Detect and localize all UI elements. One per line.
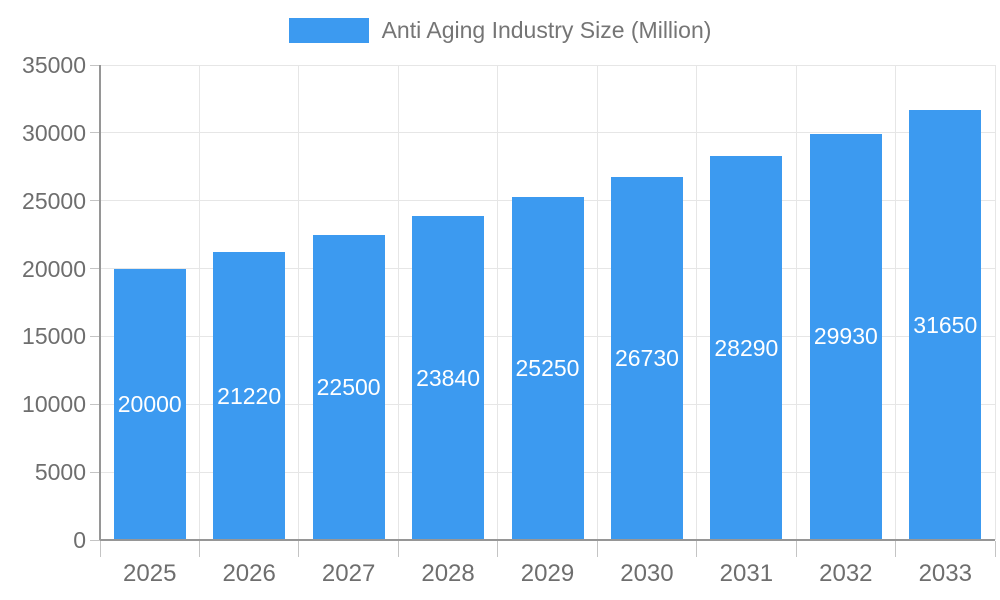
bar-value-label: 29930 — [813, 323, 878, 350]
bar[interactable]: 31650 — [909, 110, 982, 540]
y-axis-tick — [90, 64, 100, 66]
gridline-horizontal — [100, 64, 995, 66]
bar[interactable]: 29930 — [809, 133, 882, 540]
y-tick-label: 30000 — [22, 119, 86, 146]
x-tick-label: 2027 — [321, 560, 376, 587]
bar-value-label: 31650 — [913, 311, 978, 338]
plot-area: 20000 21220 22500 23840 25250 26730 28290 29930… — [90, 64, 996, 557]
x-tick-label: 2031 — [719, 560, 774, 587]
x-axis-tick — [795, 541, 797, 557]
y-tick-label: 10000 — [22, 391, 86, 418]
gridline-vertical — [298, 65, 300, 540]
x-tick-label: 2030 — [620, 560, 674, 587]
gridline-vertical — [895, 65, 897, 540]
gridline-vertical — [397, 65, 399, 540]
y-tick-label: 5000 — [34, 459, 86, 486]
x-tick-label: 2033 — [918, 560, 972, 587]
x-axis-tick — [596, 541, 598, 557]
y-axis-tick — [90, 471, 100, 473]
bar-value-label: 26730 — [614, 345, 679, 372]
y-axis-tick — [90, 200, 100, 202]
x-axis-tick — [99, 541, 101, 557]
bar-value-label: 21220 — [217, 382, 282, 409]
bar[interactable]: 26730 — [610, 177, 683, 540]
y-axis-tick — [90, 335, 100, 337]
x-axis-tick — [198, 541, 200, 557]
x-axis-tick — [298, 541, 300, 557]
x-tick-label: 2026 — [222, 560, 276, 587]
y-axis-line — [99, 65, 101, 540]
gridline-vertical — [198, 65, 200, 540]
y-axis-tick — [90, 268, 100, 270]
x-axis-tick — [696, 541, 698, 557]
y-axis-tick — [90, 132, 100, 134]
bar-value-label: 23840 — [416, 364, 481, 391]
x-axis-tick — [397, 541, 399, 557]
legend-swatch-icon — [288, 18, 369, 43]
bar[interactable]: 25250 — [511, 197, 584, 540]
x-tick-label: 2025 — [123, 560, 177, 587]
gridline-horizontal — [100, 132, 995, 134]
y-axis-tick — [90, 403, 100, 405]
gridline-vertical — [994, 65, 996, 540]
x-axis-tick — [994, 541, 996, 557]
y-tick-label: 0 — [73, 527, 86, 553]
x-tick-label: 2032 — [819, 560, 873, 587]
gridline-vertical — [696, 65, 698, 540]
bar-value-label: 25250 — [515, 355, 580, 382]
bar[interactable]: 22500 — [312, 234, 385, 540]
bar-value-label: 28290 — [714, 334, 779, 361]
bar-value-label: 22500 — [316, 373, 381, 400]
gridline-vertical — [497, 65, 499, 540]
x-tick-label: 2029 — [520, 560, 575, 587]
gridline-vertical — [596, 65, 598, 540]
x-axis-tick — [497, 541, 499, 557]
legend[interactable]: Anti Aging Industry Size (Million) — [0, 18, 1000, 43]
x-tick-label: 2028 — [421, 560, 475, 587]
x-axis-labels: 2025 2026 2027 2028 2029 2030 2031 2032 2033 — [100, 560, 995, 592]
bar[interactable]: 20000 — [113, 268, 186, 540]
bar[interactable]: 28290 — [710, 156, 783, 540]
y-tick-label: 35000 — [22, 52, 86, 78]
y-axis-tick — [90, 539, 100, 541]
x-axis-line — [100, 539, 995, 541]
bar-value-label: 20000 — [117, 390, 182, 417]
bar[interactable]: 23840 — [412, 216, 485, 540]
bar[interactable]: 21220 — [213, 252, 286, 540]
y-tick-label: 20000 — [22, 255, 86, 282]
y-tick-label: 15000 — [22, 323, 86, 350]
gridline-vertical — [795, 65, 797, 540]
x-axis-tick — [895, 541, 897, 557]
legend-label: Anti Aging Industry Size (Million) — [381, 17, 712, 43]
y-tick-label: 25000 — [22, 187, 86, 214]
y-axis-labels: 0 5000 10000 15000 20000 25000 30000 35000 — [0, 53, 86, 552]
